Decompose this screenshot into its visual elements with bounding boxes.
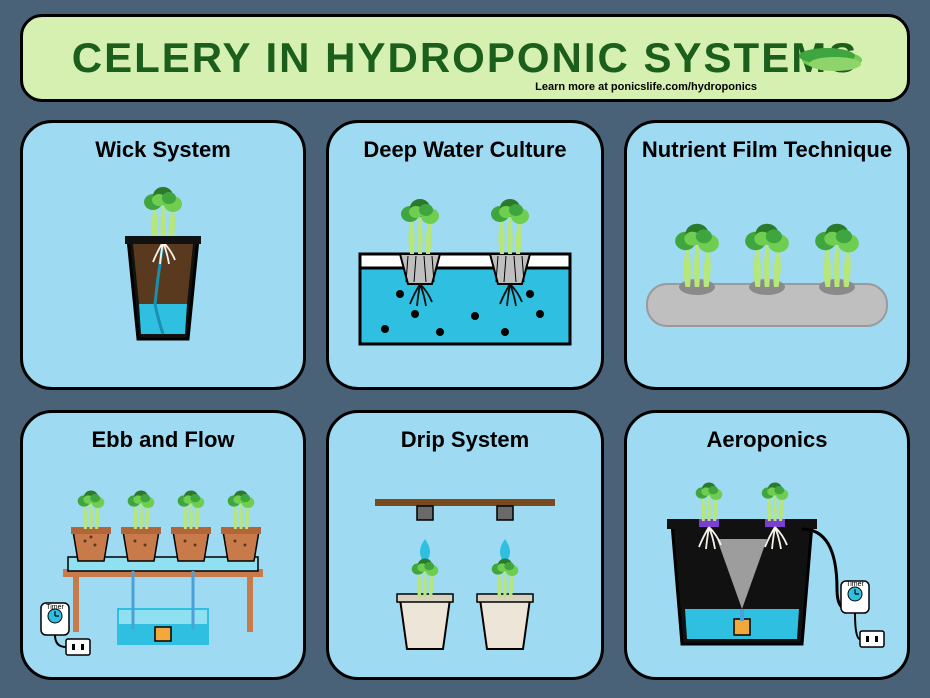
aero-illustration: Timer [637, 460, 897, 667]
celery-icon [797, 38, 867, 78]
card-title: Nutrient Film Technique [642, 137, 892, 162]
card-title: Ebb and Flow [92, 427, 235, 452]
page-title: CELERY IN HYDROPONIC SYSTEMS [72, 34, 858, 82]
header-banner: CELERY IN HYDROPONIC SYSTEMS Learn more … [20, 14, 910, 102]
timer-label: Timer [46, 604, 64, 611]
card-drip: Drip System [326, 410, 604, 680]
card-dwc: Deep Water Culture [326, 120, 604, 390]
card-nft: Nutrient Film Technique [624, 120, 910, 390]
card-aero: Aeroponics Timer [624, 410, 910, 680]
card-grid: Wick System Deep Water Culture [20, 120, 910, 680]
card-title: Deep Water Culture [363, 137, 566, 162]
card-title: Drip System [401, 427, 529, 452]
card-title: Aeroponics [706, 427, 827, 452]
card-title: Wick System [95, 137, 231, 162]
card-ebb: Ebb and Flow [20, 410, 306, 680]
nft-illustration [637, 170, 897, 377]
drip-illustration [339, 460, 591, 667]
timer-label: Timer [846, 581, 864, 588]
dwc-illustration [339, 170, 591, 377]
ebb-illustration: Timer [33, 460, 293, 667]
card-wick: Wick System [20, 120, 306, 390]
subtitle: Learn more at ponicslife.com/hydroponics [535, 81, 757, 93]
wick-illustration [33, 170, 293, 377]
